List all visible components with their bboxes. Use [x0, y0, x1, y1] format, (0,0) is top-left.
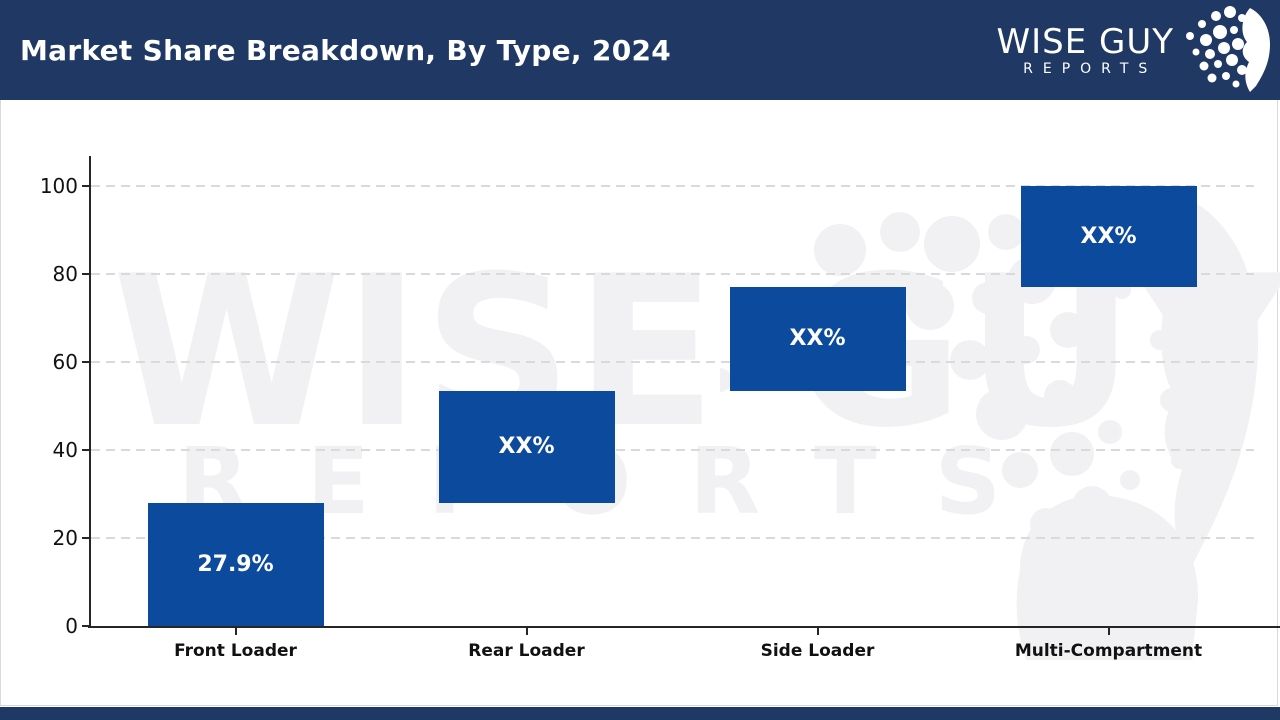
bar-value-label: 27.9% — [197, 552, 274, 578]
y-tick-label-100: 100 — [39, 174, 78, 198]
y-tick-100 — [82, 185, 89, 187]
gridline-y40 — [91, 449, 1254, 451]
bar-rear-loader: XX% — [438, 390, 615, 504]
gridline-y20 — [91, 537, 1254, 539]
gridline-y80 — [91, 273, 1254, 275]
x-tick-2 — [816, 628, 819, 635]
y-tick-label-80: 80 — [52, 262, 78, 286]
logo-wordmark: WISE GUY — [996, 21, 1174, 62]
y-tick-0 — [82, 625, 89, 627]
bar-value-label: XX% — [789, 326, 846, 352]
header-bar: Market Share Breakdown, By Type, 2024 WI… — [0, 0, 1280, 100]
y-tick-20 — [82, 537, 89, 539]
y-tick-label-0: 0 — [65, 614, 78, 638]
bar-multi-compartment: XX% — [1020, 186, 1197, 288]
y-tick-40 — [82, 449, 89, 451]
y-tick-label-40: 40 — [52, 438, 78, 462]
x-tick-0 — [234, 628, 237, 635]
x-category-label-1: Rear Loader — [468, 641, 585, 661]
watermark-face-graphic — [720, 200, 1259, 660]
y-tick-60 — [82, 361, 89, 363]
gridline-y100 — [91, 185, 1254, 187]
y-tick-label-60: 60 — [52, 350, 78, 374]
gridline-y60 — [91, 361, 1254, 363]
bar-value-label: XX% — [498, 434, 555, 460]
y-axis-line — [89, 156, 91, 627]
x-tick-1 — [525, 628, 528, 635]
bar-side-loader: XX% — [729, 287, 906, 391]
logo-text: WISE GUY REPORTS — [996, 24, 1174, 77]
logo-face-icon — [1186, 6, 1270, 92]
x-axis-line — [88, 626, 1280, 628]
chart-title: Market Share Breakdown, By Type, 2024 — [20, 33, 672, 67]
x-category-label-3: Multi-Compartment — [1014, 641, 1203, 661]
logo-subtitle: REPORTS — [1023, 60, 1158, 77]
bar-value-label: XX% — [1080, 224, 1137, 250]
y-tick-label-20: 20 — [52, 526, 78, 550]
bar-front-loader: 27.9% — [147, 503, 324, 626]
wise-guy-reports-logo: WISE GUY REPORTS — [996, 6, 1270, 94]
footer-bar — [0, 707, 1280, 720]
y-tick-80 — [82, 273, 89, 275]
x-tick-3 — [1107, 628, 1110, 635]
x-category-label-0: Front Loader — [174, 641, 297, 661]
x-category-label-2: Side Loader — [760, 641, 875, 661]
